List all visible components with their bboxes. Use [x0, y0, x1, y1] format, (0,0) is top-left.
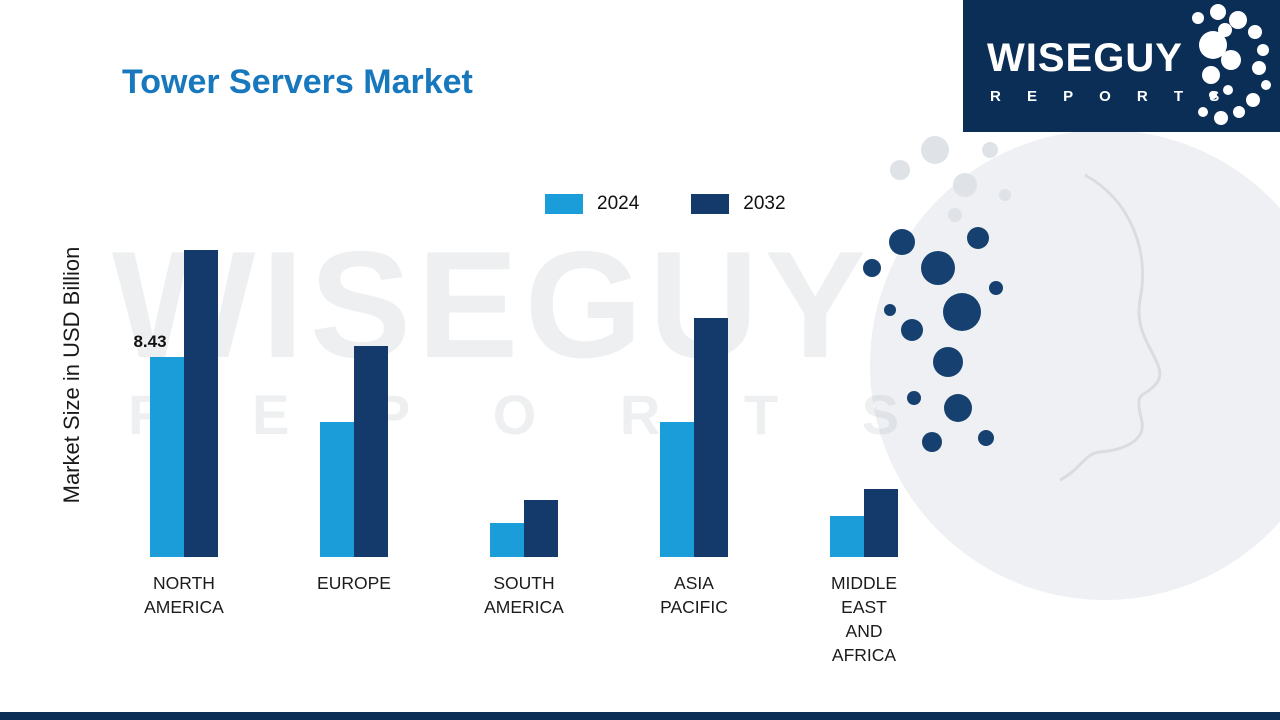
plot-area: NORTH AMERICA EUROPE SOUTH AMERICA ASIA PAC…	[110, 237, 960, 665]
chart-legend: 2024 2032	[545, 193, 786, 215]
category-label-asia-pacific: ASIA PACIFIC	[660, 573, 728, 618]
watermark-reports: R E P O R T S	[128, 383, 934, 446]
bar-2024-europe	[320, 422, 354, 557]
gray-dots-cluster-icon	[890, 136, 1011, 222]
category-label-europe: EUROPE	[317, 573, 391, 593]
legend-label-2032: 2032	[743, 193, 786, 214]
bar-2032-europe	[354, 346, 388, 557]
bar-2024-asia-pacific	[660, 422, 694, 557]
legend-swatch-2024	[545, 194, 583, 214]
legend-item-2032: 2032	[691, 193, 786, 215]
bar-2024-south-america	[490, 523, 524, 557]
legend-item-2024: 2024	[545, 193, 639, 215]
bar-2032-south-america	[524, 500, 558, 557]
face-profile-outline-icon	[1059, 173, 1162, 482]
wiseguy-logo: WISEGUY R E P O R T S	[963, 0, 1280, 132]
legend-swatch-2032	[691, 194, 730, 214]
logo-wordmark: WISEGUY	[987, 36, 1183, 80]
bar-2024-middle-east-and-africa	[830, 516, 864, 557]
page-title: Tower Servers Market	[122, 62, 473, 101]
bar-2024-north-america	[150, 357, 184, 557]
bar-2032-middle-east-and-africa	[864, 489, 898, 557]
bar-2032-asia-pacific	[694, 318, 728, 557]
watermark-wiseguy: WISEGUY	[112, 220, 872, 390]
category-label-south-america: SOUTH AMERICA	[484, 573, 564, 618]
category-label-middle-east-and-africa: MIDDLE EAST AND AFRICA	[830, 573, 898, 666]
category-label-north-america: NORTH AMERICA	[144, 573, 224, 618]
logo-reports-text: R E P O R T S	[990, 88, 1231, 105]
legend-label-2024: 2024	[597, 193, 640, 214]
bar-2032-north-america	[184, 250, 218, 557]
bar-value-label: 8.43	[133, 332, 167, 351]
navy-dots-cluster-icon	[863, 227, 1003, 452]
logo-dotted-face-icon	[1192, 4, 1271, 125]
bottom-accent-strip	[0, 712, 1280, 720]
y-axis-label: Market Size in USD Billion	[59, 246, 84, 504]
